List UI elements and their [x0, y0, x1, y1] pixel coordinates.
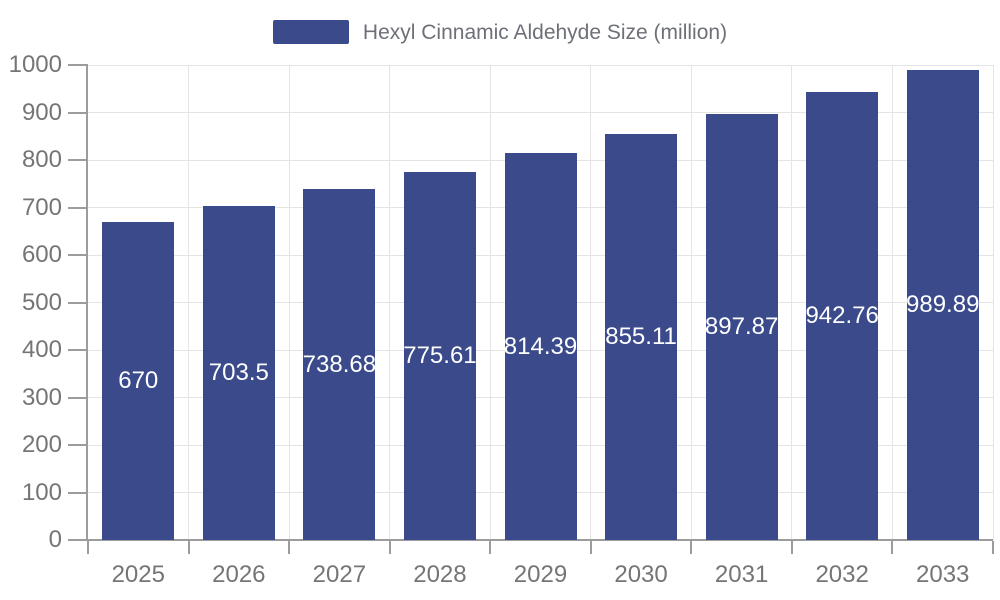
x-tick	[288, 541, 291, 554]
y-tick	[68, 206, 88, 209]
x-tick-label: 2029	[513, 561, 568, 588]
gridline-v	[992, 65, 994, 540]
y-tick	[68, 111, 88, 114]
legend[interactable]: Hexyl Cinnamic Aldehyde Size (million)	[0, 18, 1000, 46]
gridline-v	[791, 65, 793, 540]
bar-value-label: 989.89	[906, 290, 980, 318]
gridline-v	[590, 65, 592, 540]
y-tick	[68, 64, 88, 66]
bar-2033[interactable]: 989.89	[906, 69, 980, 540]
bar-value-label: 897.87	[704, 312, 779, 340]
y-tick-label: 500	[21, 288, 62, 316]
x-tick	[891, 541, 894, 554]
x-tick-label: 2031	[714, 561, 769, 588]
bar-value-label: 738.68	[302, 350, 377, 378]
plot-area: 0 100 200 300 400 500 600 700 800 900 1000 2025 2026…	[9, 51, 994, 588]
y-tick-label: 800	[21, 146, 62, 173]
gridline-v	[489, 65, 491, 540]
x-tick	[690, 541, 693, 554]
bar-value-label: 855.11	[605, 322, 677, 350]
y-tick	[68, 254, 88, 256]
x-tick	[388, 541, 391, 554]
gridline-v	[188, 65, 190, 540]
x-tick-label: 2033	[916, 561, 970, 588]
y-tick-label: 400	[21, 336, 62, 363]
gridline-v	[690, 65, 692, 540]
y-tick	[68, 444, 88, 446]
x-tick-label: 2025	[111, 561, 165, 588]
y-tick-label: 600	[21, 241, 62, 268]
x-tick	[489, 541, 492, 554]
x-tick	[589, 541, 592, 554]
y-tick-label: 700	[21, 193, 62, 221]
x-tick	[187, 541, 190, 554]
bar-2031[interactable]: 897.87	[704, 113, 779, 540]
y-tick-label: 200	[21, 431, 62, 458]
y-tick-label: 100	[21, 478, 62, 506]
y-tick-label: 900	[21, 98, 62, 126]
bar-2028[interactable]: 775.61	[403, 171, 477, 540]
gridline-v	[288, 65, 290, 540]
x-tick-label: 2030	[614, 561, 668, 588]
bar-value-label: 670	[118, 366, 159, 394]
y-tick	[68, 159, 88, 161]
x-tick	[87, 541, 89, 554]
bar-value-label: 775.61	[403, 341, 477, 369]
gridline-h	[88, 64, 993, 66]
bar-2029[interactable]: 814.39	[503, 153, 578, 540]
bar-value-label: 942.76	[805, 302, 879, 330]
x-tick	[790, 541, 793, 554]
bar-2026[interactable]: 703.5	[202, 205, 275, 540]
x-tick	[992, 541, 994, 554]
legend-label: Hexyl Cinnamic Aldehyde Size (million)	[362, 20, 728, 44]
bar-2027[interactable]: 738.68	[302, 189, 377, 540]
x-tick-label: 2028	[413, 561, 467, 588]
y-tick-label: 1000	[8, 51, 62, 78]
bar-2032[interactable]: 942.76	[805, 92, 879, 540]
y-tick-label: 0	[48, 526, 62, 553]
x-axis-line	[68, 539, 993, 541]
x-tick-label: 2027	[312, 561, 367, 588]
y-tick	[68, 349, 88, 351]
x-tick-label: 2032	[815, 561, 869, 588]
legend-swatch-icon	[272, 20, 349, 44]
y-tick-label: 300	[21, 383, 62, 411]
y-tick	[68, 301, 88, 304]
gridline-v	[891, 65, 893, 540]
gridline-h	[88, 112, 993, 113]
y-tick	[68, 396, 88, 399]
bar-2025[interactable]: 670	[102, 221, 175, 540]
gridline-v	[389, 65, 391, 540]
bar-value-label: 703.5	[208, 358, 269, 386]
bar-2030[interactable]: 855.11	[605, 133, 678, 540]
y-tick	[68, 491, 88, 494]
x-tick-label: 2026	[212, 561, 266, 588]
bar-value-label: 814.39	[503, 332, 578, 360]
